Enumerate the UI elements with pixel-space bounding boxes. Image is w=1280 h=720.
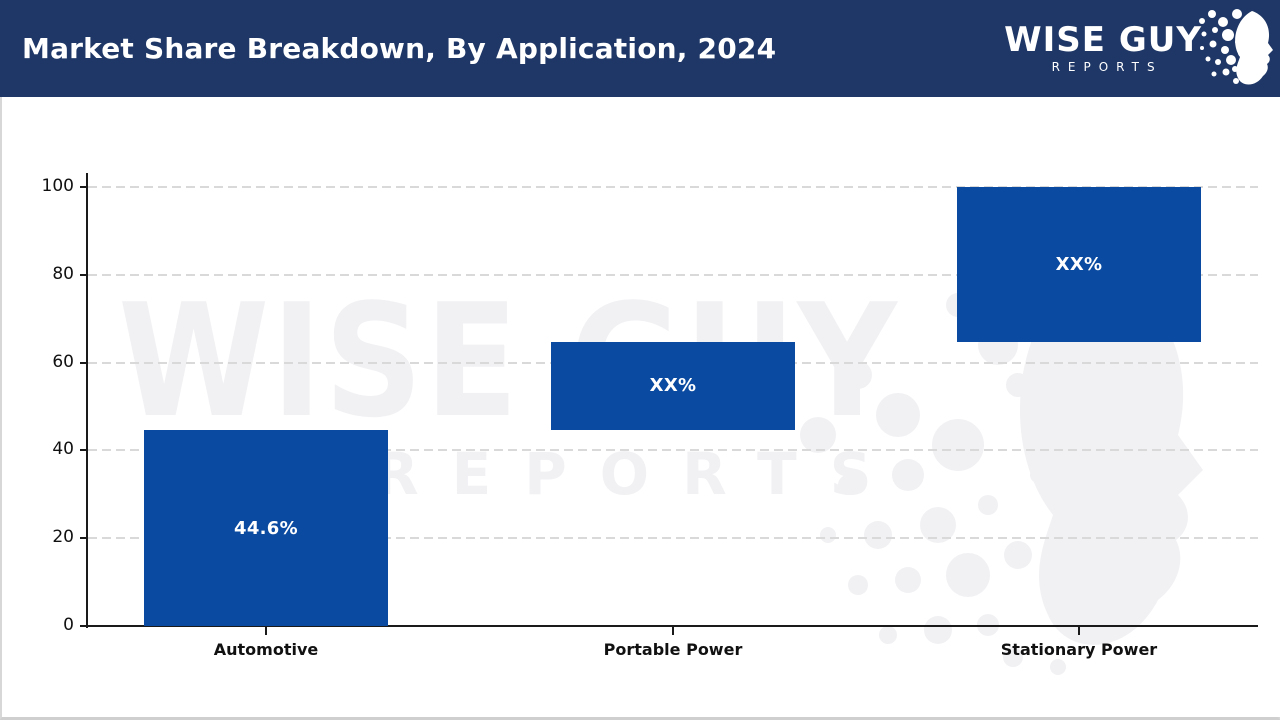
x-tick-mark (672, 627, 674, 635)
x-category-label: Automotive (213, 640, 319, 659)
y-tick-mark (80, 361, 87, 364)
y-tick-mark (80, 186, 87, 188)
x-tick-mark (1078, 627, 1080, 635)
brand-name: WISE GUY (1004, 20, 1202, 60)
header-banner: Market Share Breakdown, By Application, … (0, 0, 1280, 97)
brand-logo-text: WISE GUY REPORTS (1004, 23, 1202, 74)
chart-area: WISE GUY REPORTS 0 20 40 60 80 100 44.6% XX% XX%… (2, 97, 1280, 717)
dotted-head-logo-icon (1199, 8, 1273, 85)
bar-value-label: 44.6% (234, 517, 298, 539)
gridline (88, 537, 1258, 540)
x-axis-baseline (86, 625, 1258, 627)
y-tick-label: 60 (52, 351, 74, 372)
bar-segment: XX% (957, 187, 1201, 342)
x-tick-mark (265, 627, 267, 635)
y-tick-label: 100 (41, 176, 74, 196)
y-tick-mark (80, 449, 87, 452)
gridline (88, 186, 1258, 188)
x-category-label: Stationary Power (1000, 640, 1158, 659)
y-tick-label: 80 (52, 263, 74, 284)
bar-value-label: XX% (649, 375, 697, 397)
y-axis-spine (86, 173, 88, 628)
y-tick-mark (80, 625, 87, 627)
bar-segment: XX% (551, 341, 795, 431)
x-category-label: Portable Power (603, 640, 743, 659)
watermark-text-line2: REPORTS (374, 440, 905, 508)
page-title: Market Share Breakdown, By Application, … (22, 32, 777, 65)
bar-value-label: XX% (1055, 253, 1103, 275)
gridline (88, 449, 1258, 452)
y-tick-mark (80, 537, 87, 540)
y-tick-label: 40 (52, 439, 74, 460)
gridline (88, 273, 1258, 276)
y-tick-label: 20 (52, 527, 74, 548)
brand-logo: WISE GUY REPORTS (1004, 5, 1274, 93)
bar-segment: 44.6% (144, 430, 388, 626)
brand-subtitle: REPORTS (1051, 60, 1163, 74)
y-tick-label: 0 (63, 615, 74, 635)
y-tick-mark (80, 273, 87, 276)
